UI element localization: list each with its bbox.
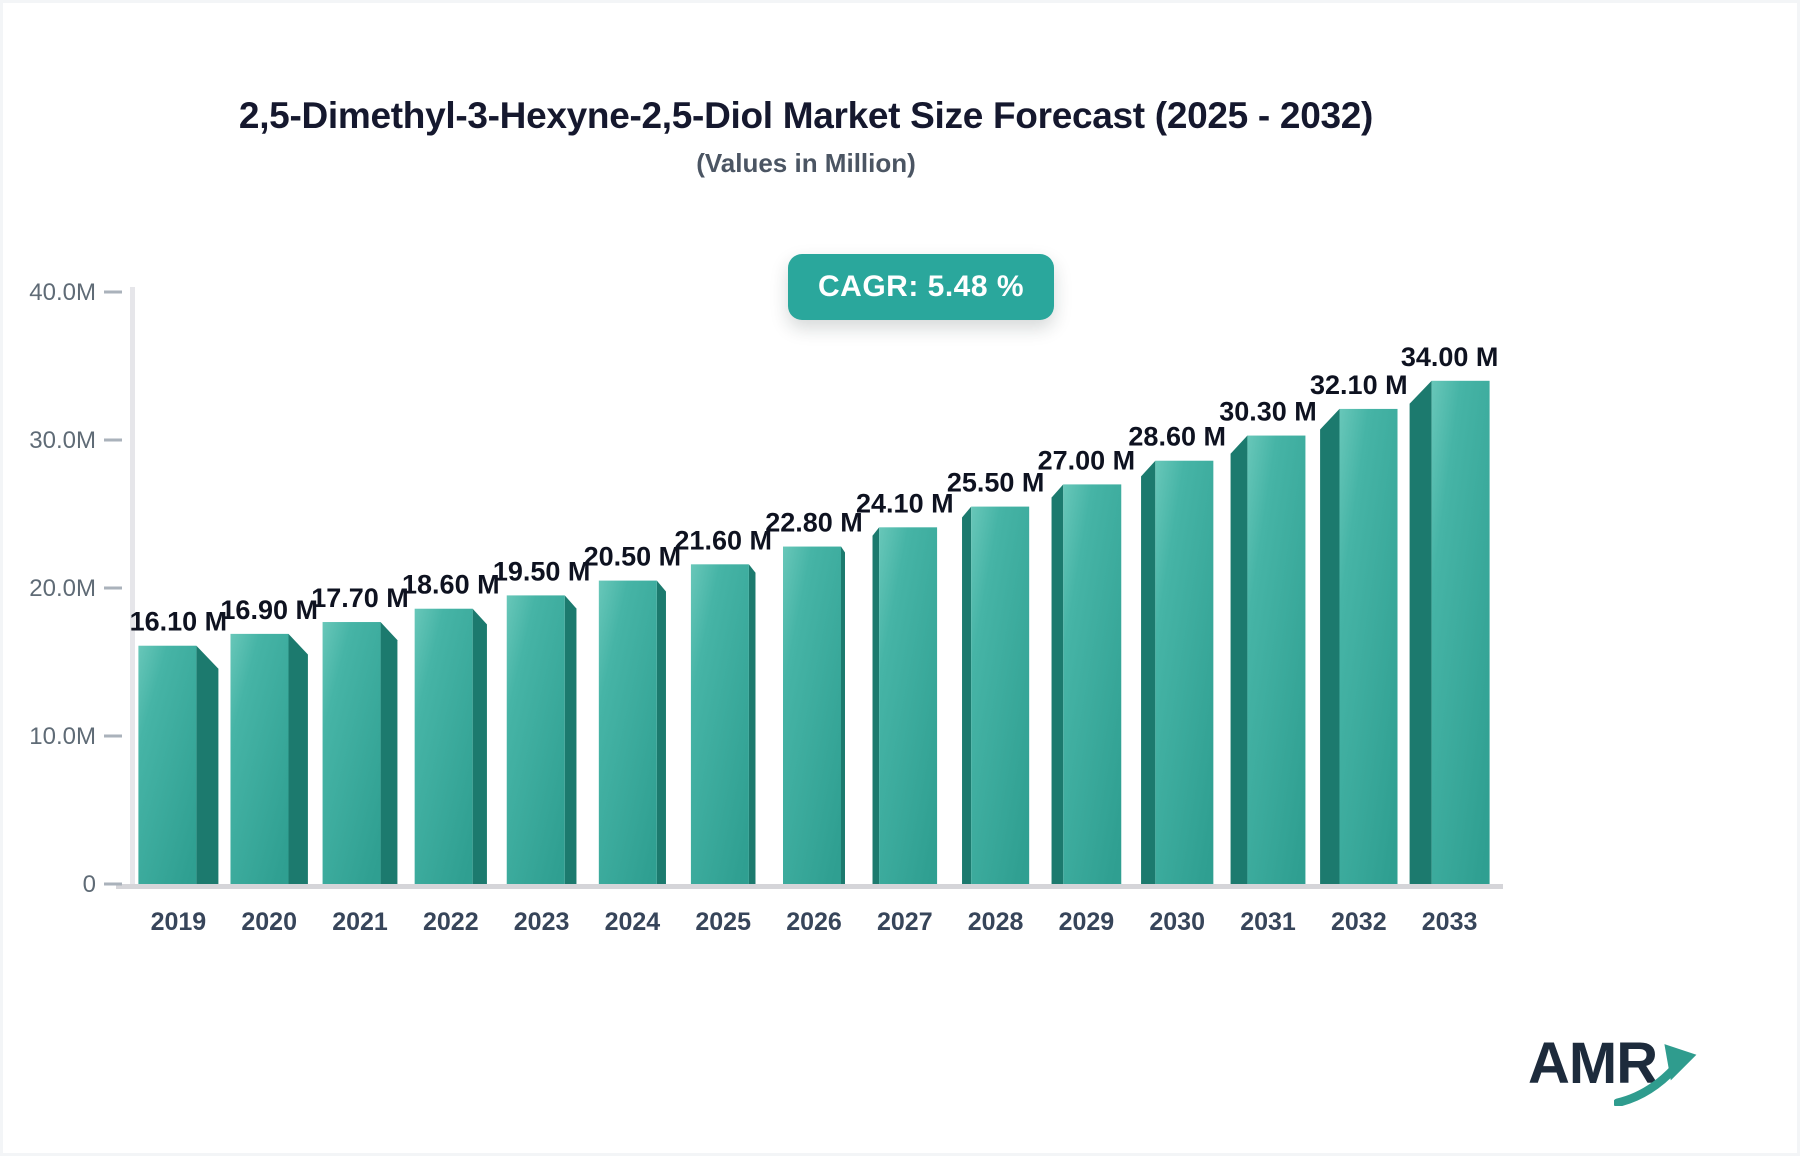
bar-2025 <box>690 564 749 884</box>
bar-value-label-2025: 21.60 M <box>674 525 772 555</box>
bar-value-label-2032: 32.10 M <box>1310 370 1408 400</box>
bar-value-label-2024: 20.50 M <box>584 542 682 572</box>
bar-value-label-2030: 28.60 M <box>1128 422 1226 452</box>
x-axis-label-2031: 2031 <box>1240 908 1296 936</box>
amr-logo-text: AMR <box>1528 1031 1658 1096</box>
x-axis-label-2026: 2026 <box>786 908 842 936</box>
chart-header: 2,5-Dimethyl-3-Hexyne-2,5-Diol Market Si… <box>0 92 1612 179</box>
x-axis-label-2032: 2032 <box>1331 908 1387 936</box>
bar-side-2032 <box>1320 408 1340 884</box>
y-tick-label: 0 <box>83 871 96 898</box>
bar-value-label-2020: 16.90 M <box>220 595 318 625</box>
cagr-badge: CAGR: 5.48 % <box>788 254 1055 320</box>
bar-side-2029 <box>1051 484 1064 884</box>
x-axis-label-2030: 2030 <box>1149 908 1205 936</box>
bar-value-label-2029: 27.00 M <box>1038 445 1136 475</box>
x-axis-label-2021: 2021 <box>332 908 388 936</box>
x-axis-label-2025: 2025 <box>695 908 751 936</box>
bar-value-label-2031: 30.30 M <box>1219 397 1317 427</box>
x-axis-label-2033: 2033 <box>1422 908 1478 936</box>
bar-value-label-2023: 19.50 M <box>493 556 591 586</box>
y-tick-label: 10.0M <box>29 723 96 750</box>
bar-value-label-2021: 17.70 M <box>311 583 409 613</box>
bar-value-label-2028: 25.50 M <box>947 468 1045 498</box>
y-tick-label: 40.0M <box>29 279 96 306</box>
bar-side-2019 <box>196 645 219 884</box>
x-axis-label-2023: 2023 <box>514 908 570 936</box>
bar-side-2031 <box>1230 435 1248 884</box>
bar-value-label-2022: 18.60 M <box>402 570 500 600</box>
bar-side-2021 <box>380 622 398 884</box>
x-axis-label-2029: 2029 <box>1059 908 1115 936</box>
chart-subtitle: (Values in Million) <box>696 148 916 178</box>
bar-value-label-2026: 22.80 M <box>765 508 863 538</box>
bar-2032 <box>1339 408 1398 884</box>
chart-title: 2,5-Dimethyl-3-Hexyne-2,5-Diol Market Si… <box>238 95 1374 136</box>
bar-side-2033 <box>1409 380 1432 884</box>
bar-2030 <box>1155 460 1214 884</box>
x-axis-label-2028: 2028 <box>968 908 1024 936</box>
x-axis-label-2024: 2024 <box>605 908 661 936</box>
bar-2019 <box>138 645 197 884</box>
bar-2026 <box>783 546 841 884</box>
x-axis-label-2022: 2022 <box>423 908 479 936</box>
growth-arrow-icon <box>1614 1044 1697 1106</box>
x-axis-label-2020: 2020 <box>241 908 297 936</box>
amr-logo: AMR <box>1528 1030 1728 1120</box>
bar-side-2022 <box>472 608 487 884</box>
bar-side-2024 <box>656 580 666 884</box>
bar-2021 <box>322 622 381 884</box>
y-tick-label: 30.0M <box>29 427 96 454</box>
bar-value-label-2019: 16.10 M <box>130 607 228 637</box>
y-axis-line <box>130 287 135 889</box>
x-axis-line <box>116 884 1503 889</box>
bar-side-2028 <box>962 506 972 884</box>
bar-2029 <box>1063 484 1122 884</box>
bar-2024 <box>598 580 657 884</box>
x-axis-label-2027: 2027 <box>877 908 933 936</box>
bar-2020 <box>230 633 289 884</box>
bar-side-2025 <box>748 564 756 884</box>
bar-2033 <box>1431 380 1490 884</box>
bar-2022 <box>414 608 473 884</box>
bar-2028 <box>971 506 1030 884</box>
bar-2031 <box>1247 435 1306 884</box>
bar-side-2023 <box>564 595 577 884</box>
bar-side-2020 <box>288 633 308 884</box>
x-axis-label-2019: 2019 <box>151 908 207 936</box>
bar-side-2026 <box>841 546 845 884</box>
bar-2023 <box>506 595 565 884</box>
bar-value-label-2033: 34.00 M <box>1401 342 1499 372</box>
y-tick-label: 20.0M <box>29 575 96 602</box>
bar-side-2030 <box>1141 460 1156 884</box>
bar-side-2027 <box>872 527 880 884</box>
bar-2027 <box>879 527 938 884</box>
bar-value-label-2027: 24.10 M <box>856 488 954 518</box>
